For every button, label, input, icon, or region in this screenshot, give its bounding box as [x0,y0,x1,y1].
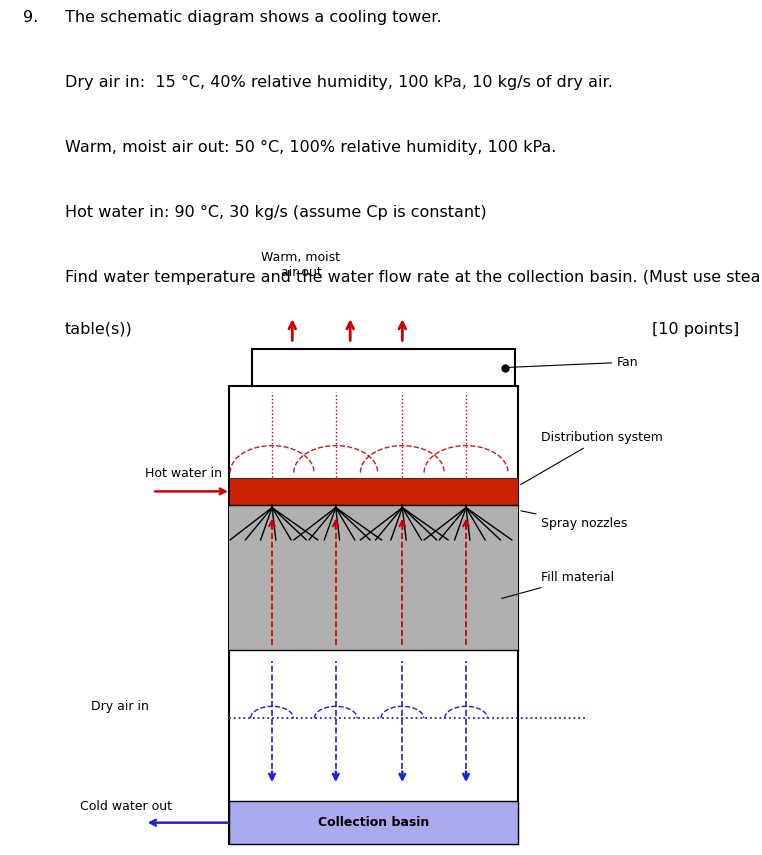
Text: 9.: 9. [23,9,38,25]
Text: Distribution system: Distribution system [520,431,663,485]
Text: Cold water out: Cold water out [80,800,172,813]
Text: table(s)): table(s)) [65,321,133,337]
Text: The schematic diagram shows a cooling tower.: The schematic diagram shows a cooling to… [65,9,441,25]
Text: Fan: Fan [508,356,639,369]
Bar [229,801,518,844]
Text: Dry air in:  15 °C, 40% relative humidity, 100 kPa, 10 kg/s of dry air.: Dry air in: 15 °C, 40% relative humidity… [65,74,613,90]
Bar [229,504,518,651]
Text: Dry air in: Dry air in [91,699,149,713]
Text: Hot water in: 90 °C, 30 kg/s (assume Cp is constant): Hot water in: 90 °C, 30 kg/s (assume Cp … [65,204,486,220]
Text: Hot water in: Hot water in [145,467,222,480]
Text: Collection basin: Collection basin [318,817,429,829]
Text: Fill material: Fill material [502,571,614,598]
Bar [229,478,518,504]
Text: Spray nozzles: Spray nozzles [521,510,627,530]
Text: [10 points]: [10 points] [652,321,739,337]
Text: Warm, moist air out: 50 °C, 100% relative humidity, 100 kPa.: Warm, moist air out: 50 °C, 100% relativ… [65,139,556,155]
Bar [229,386,518,844]
Text: Find water temperature and the water flow rate at the collection basin. (Must us: Find water temperature and the water flo… [65,269,762,285]
Text: Warm, moist
air out: Warm, moist air out [261,251,341,279]
Bar [251,349,515,386]
